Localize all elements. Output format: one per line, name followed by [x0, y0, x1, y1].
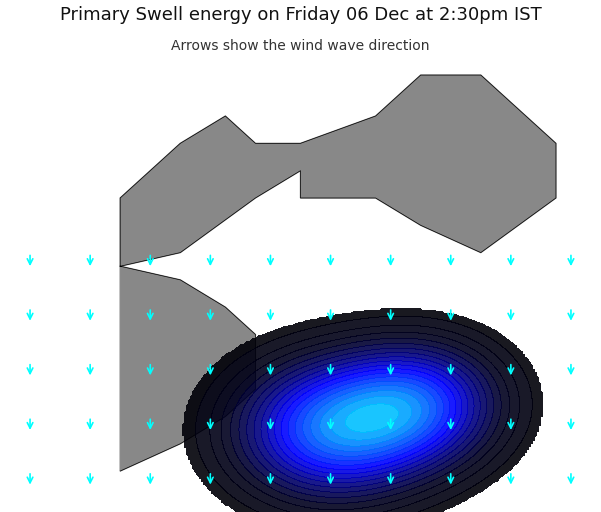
Text: Primary Swell energy on Friday 06 Dec at 2:30pm IST: Primary Swell energy on Friday 06 Dec at…	[59, 6, 542, 25]
Polygon shape	[120, 75, 556, 471]
Text: Arrows show the wind wave direction: Arrows show the wind wave direction	[171, 39, 430, 53]
